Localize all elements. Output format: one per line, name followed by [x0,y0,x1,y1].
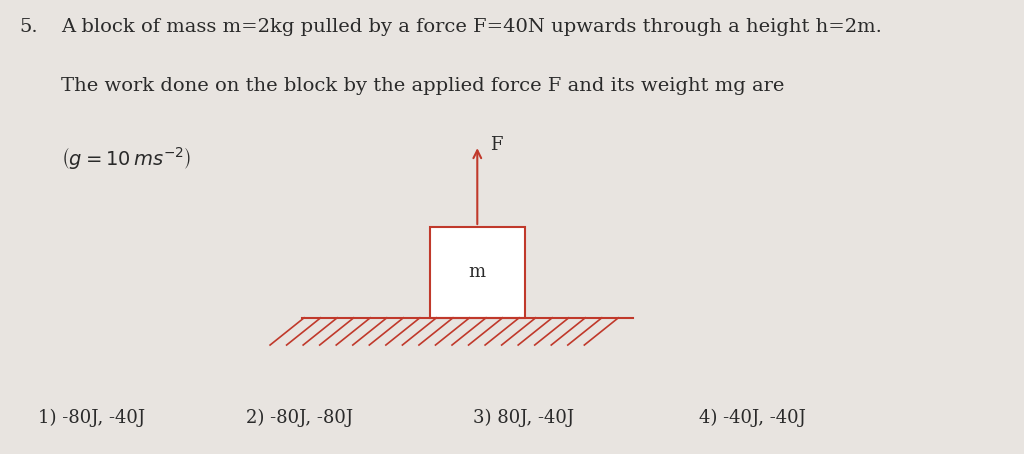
Text: 3) 80J, -40J: 3) 80J, -40J [472,409,573,427]
Text: $\left(g=10\,ms^{-2}\right)$: $\left(g=10\,ms^{-2}\right)$ [61,145,191,171]
Text: The work done on the block by the applied force F and its weight mg are: The work done on the block by the applie… [61,77,784,95]
Text: 4) -40J, -40J: 4) -40J, -40J [699,409,806,427]
Bar [430,227,524,318]
Text: F: F [489,136,502,154]
Text: 5.: 5. [18,18,38,36]
Text: m: m [469,263,485,281]
Text: 2) -80J, -80J: 2) -80J, -80J [246,409,353,427]
Text: 1) -80J, -40J: 1) -80J, -40J [38,409,145,427]
Text: A block of mass m=2kg pulled by a force F=40N upwards through a height h=2m.: A block of mass m=2kg pulled by a force … [61,18,883,36]
